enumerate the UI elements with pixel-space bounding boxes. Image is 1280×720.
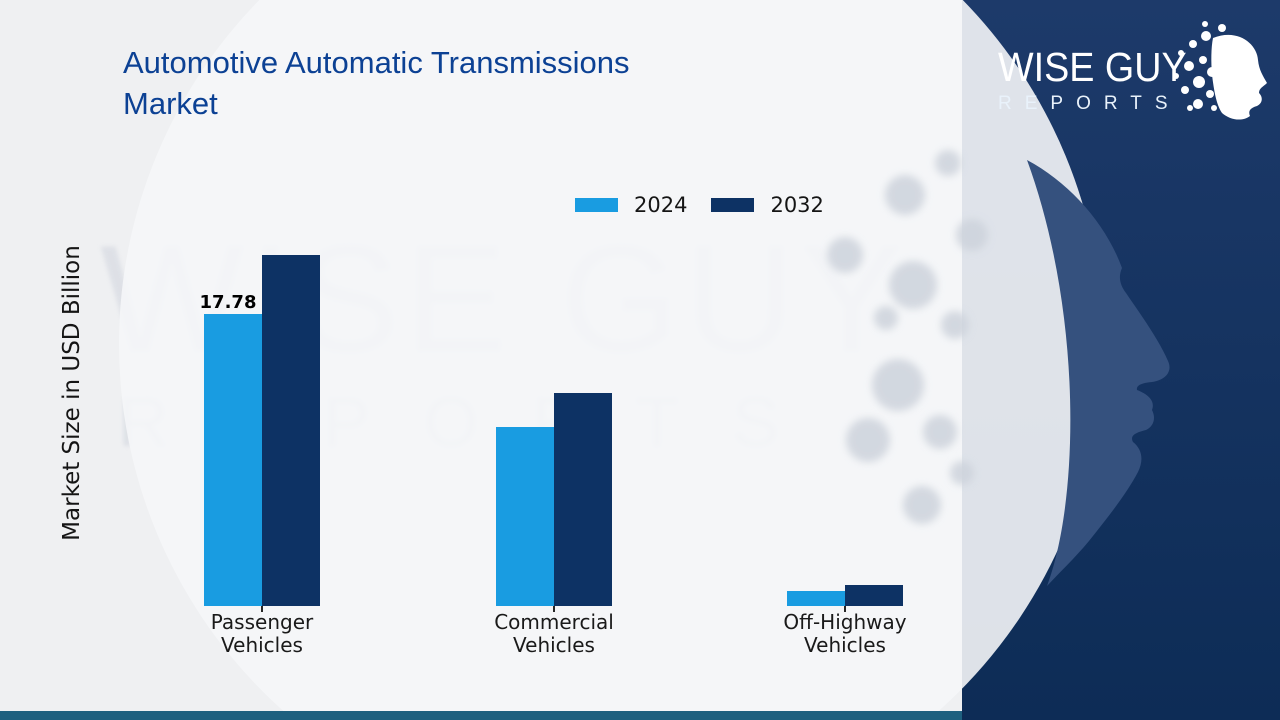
bar-value-label: 17.78 bbox=[199, 292, 257, 313]
brand-name: WISE GUY bbox=[998, 44, 1187, 90]
bottom-accent-bar bbox=[0, 711, 962, 720]
chart-title-line1: Automotive Automatic Transmissions bbox=[123, 45, 630, 80]
bar-2024-category-1 bbox=[496, 427, 554, 606]
chart-title: Automotive Automatic Transmissions Marke… bbox=[123, 42, 630, 124]
bar-2024-category-2 bbox=[787, 591, 845, 606]
x-category-label-2: Off-Highway Vehicles bbox=[783, 610, 907, 657]
legend-swatch-2024 bbox=[575, 198, 618, 212]
legend-swatch-2032 bbox=[711, 198, 755, 212]
bar-2032-category-1 bbox=[554, 393, 612, 606]
x-category-label-0: Passenger Vehicles bbox=[210, 610, 314, 657]
chart-legend: 2024 2032 bbox=[575, 193, 824, 217]
bar-2024-category-0 bbox=[204, 314, 262, 606]
bar-2032-category-2 bbox=[845, 585, 903, 606]
x-axis-tick bbox=[553, 606, 555, 612]
x-category-label-1: Commercial Vehicles bbox=[494, 610, 614, 657]
legend-label-2032: 2032 bbox=[770, 193, 824, 217]
chart-title-line2: Market bbox=[123, 86, 218, 121]
legend-item-2024: 2024 bbox=[575, 193, 687, 217]
x-axis-tick bbox=[261, 606, 263, 612]
y-axis-label: Market Size in USD Billion bbox=[59, 245, 85, 541]
x-axis-tick bbox=[844, 606, 846, 612]
bar-2032-category-0 bbox=[262, 255, 320, 606]
legend-item-2032: 2032 bbox=[711, 193, 824, 217]
legend-label-2024: 2024 bbox=[634, 193, 688, 217]
brand-subtitle: REPORTS bbox=[998, 93, 1181, 114]
brand-wordmark: WISE GUY REPORTS bbox=[998, 44, 1203, 115]
